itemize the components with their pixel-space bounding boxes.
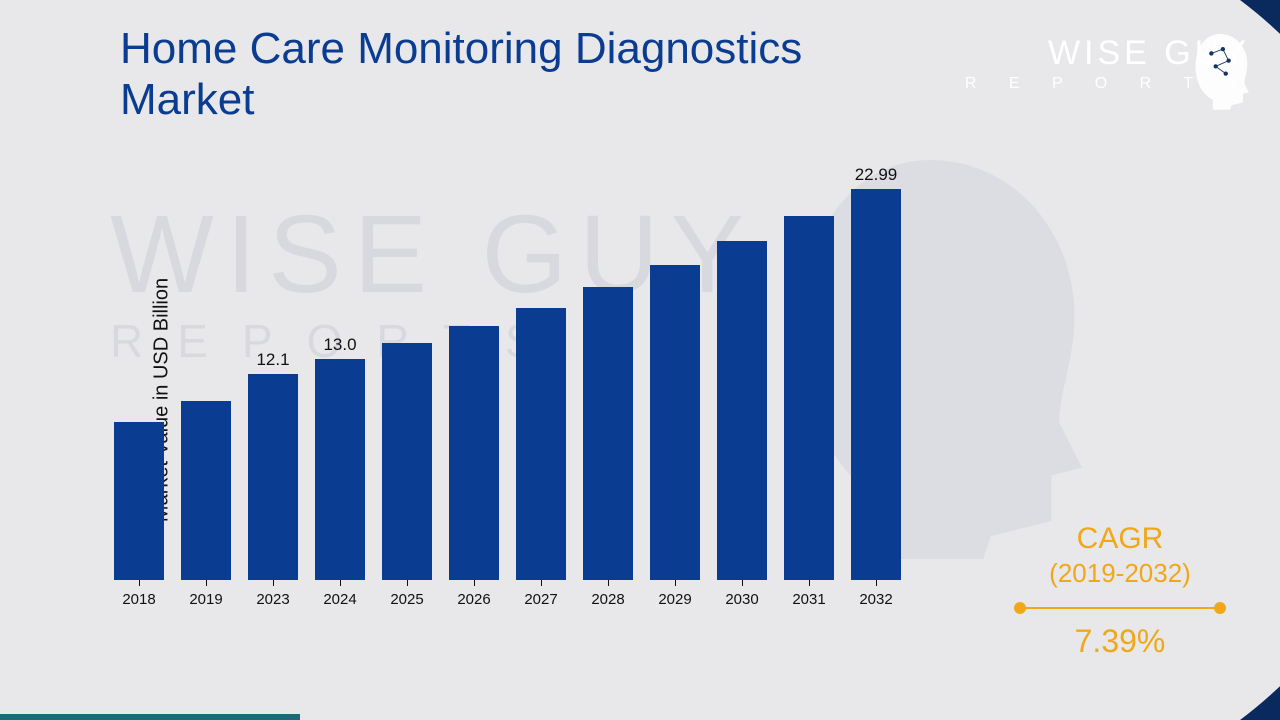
x-tick-label: 2030 <box>717 591 767 608</box>
x-tick-label: 2026 <box>449 591 499 608</box>
cagr-block: CAGR (2019-2032) 7.39% <box>990 522 1250 660</box>
bar <box>449 326 499 580</box>
bar: 13.0 <box>315 359 365 580</box>
x-tick-mark <box>474 580 475 586</box>
x-tick-mark <box>675 580 676 586</box>
x-tick-mark <box>407 580 408 586</box>
logo-head-icon <box>1184 30 1256 110</box>
x-tick-mark <box>340 580 341 586</box>
x-tick-label: 2028 <box>583 591 633 608</box>
bottom-accent-bar <box>0 714 300 720</box>
x-tick-mark <box>273 580 274 586</box>
plot-area: 2018201912.1202313.020242025202620272028… <box>114 180 910 580</box>
bar <box>181 401 231 580</box>
x-tick-label: 2018 <box>114 591 164 608</box>
bar <box>784 216 834 580</box>
bar <box>516 308 566 580</box>
x-tick-mark <box>742 580 743 586</box>
bar-value-label: 22.99 <box>851 165 901 185</box>
page-title: Home Care Monitoring Diagnostics Market <box>120 24 840 125</box>
x-tick-label: 2027 <box>516 591 566 608</box>
bar: 22.99 <box>851 189 901 580</box>
cagr-range: (2019-2032) <box>990 558 1250 589</box>
x-tick-mark <box>809 580 810 586</box>
x-tick-mark <box>139 580 140 586</box>
bar-chart: Market Value in USD Billion 2018201912.1… <box>80 180 910 620</box>
x-tick-label: 2019 <box>181 591 231 608</box>
bar <box>650 265 700 580</box>
x-tick-mark <box>206 580 207 586</box>
bar <box>717 241 767 580</box>
x-tick-label: 2024 <box>315 591 365 608</box>
bar <box>583 287 633 580</box>
cagr-value: 7.39% <box>990 623 1250 660</box>
x-tick-label: 2031 <box>784 591 834 608</box>
brand-logo: WISE GUY R E P O R T S <box>965 34 1250 93</box>
bar <box>114 422 164 580</box>
x-tick-mark <box>541 580 542 586</box>
x-tick-label: 2029 <box>650 591 700 608</box>
x-tick-mark <box>608 580 609 586</box>
x-tick-label: 2025 <box>382 591 432 608</box>
bar: 12.1 <box>248 374 298 580</box>
bar <box>382 343 432 580</box>
bar-value-label: 13.0 <box>315 335 365 355</box>
cagr-divider <box>1020 607 1220 609</box>
cagr-title: CAGR <box>990 522 1250 556</box>
x-tick-label: 2023 <box>248 591 298 608</box>
bar-value-label: 12.1 <box>248 350 298 370</box>
x-tick-label: 2032 <box>851 591 901 608</box>
x-tick-mark <box>876 580 877 586</box>
